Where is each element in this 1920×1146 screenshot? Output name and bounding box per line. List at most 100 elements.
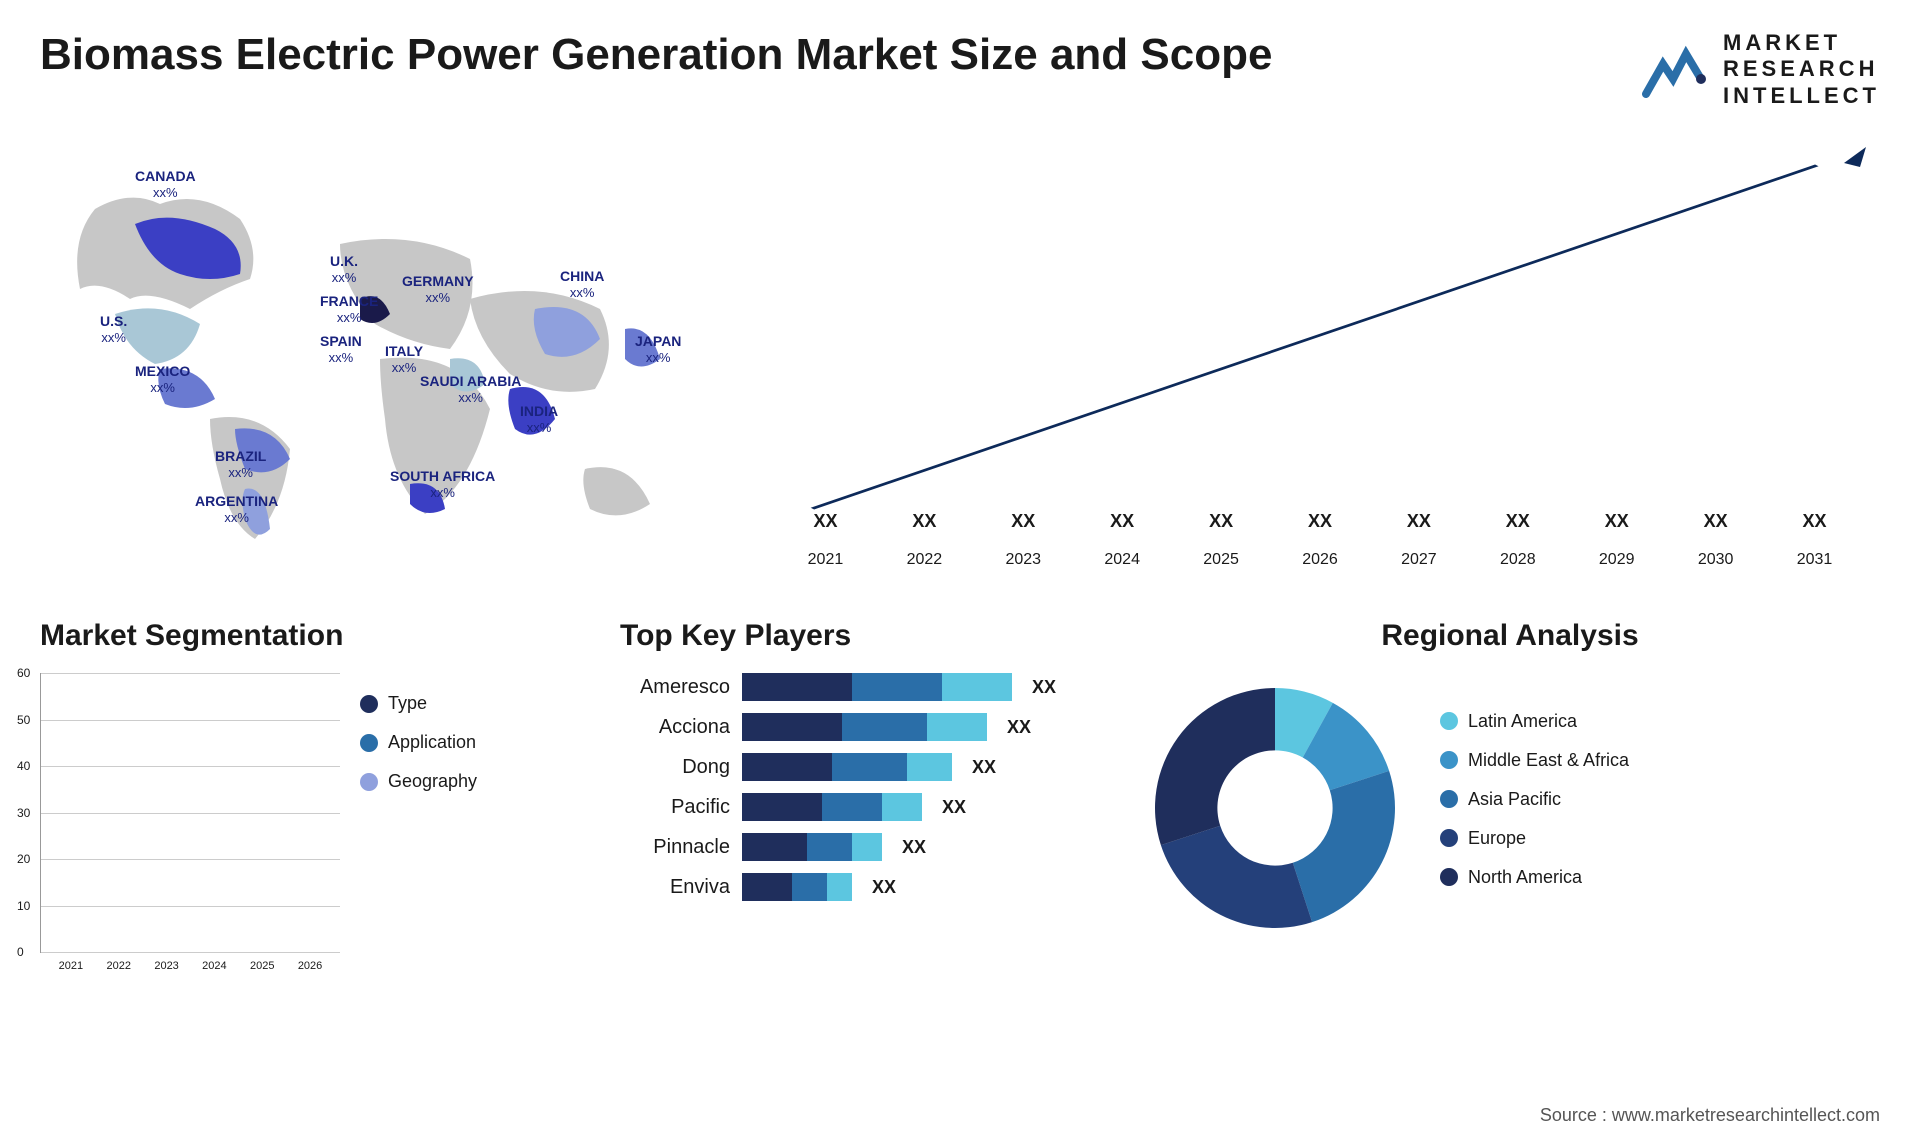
arrowhead-icon — [1842, 143, 1870, 171]
bottom-row: Market Segmentation 20212022202320242025… — [40, 619, 1880, 979]
seg-legend-item: Type — [360, 693, 580, 714]
seg-xaxis-label: 2026 — [290, 960, 330, 972]
player-bar — [742, 793, 922, 821]
legend-dot-icon — [360, 773, 378, 791]
player-row: Ameresco XX — [620, 673, 1100, 701]
map-label-canada: CANADAxx% — [135, 169, 196, 200]
legend-label: Europe — [1468, 828, 1526, 849]
regional-legend-item: North America — [1440, 867, 1880, 888]
seg-ylabel: 0 — [17, 945, 24, 959]
regional-legend-item: Middle East & Africa — [1440, 750, 1880, 771]
source-text: Source : www.marketresearchintellect.com — [1540, 1105, 1880, 1126]
donut-slice — [1293, 771, 1395, 922]
segmentation-legend: Type Application Geography — [360, 673, 580, 953]
trend-xaxis-label: 2023 — [978, 551, 1069, 569]
map-label-argentina: ARGENTINAxx% — [195, 494, 278, 525]
player-bar — [742, 673, 1012, 701]
trend-xaxis-label: 2029 — [1571, 551, 1662, 569]
page-title: Biomass Electric Power Generation Market… — [40, 30, 1272, 80]
key-players-title: Top Key Players — [620, 619, 1100, 653]
player-value: XX — [1032, 677, 1056, 698]
legend-label: Asia Pacific — [1468, 789, 1561, 810]
key-players-chart: AmerescoXXAccionaXXDongXXPacificXXPinnac… — [620, 673, 1100, 901]
player-name: Pacific — [620, 796, 730, 819]
legend-label: Middle East & Africa — [1468, 750, 1629, 771]
seg-xaxis-label: 2023 — [147, 960, 187, 972]
trend-xaxis-label: 2021 — [780, 551, 871, 569]
seg-xaxis-label: 2024 — [194, 960, 234, 972]
map-label-u-s-: U.S.xx% — [100, 314, 127, 345]
legend-dot-icon — [360, 695, 378, 713]
player-value: XX — [1007, 717, 1031, 738]
logo-line2: RESEARCH — [1723, 56, 1880, 82]
seg-legend-item: Application — [360, 732, 580, 753]
player-name: Enviva — [620, 876, 730, 899]
trend-xaxis-label: 2025 — [1176, 551, 1267, 569]
player-row: Dong XX — [620, 753, 1100, 781]
map-label-italy: ITALYxx% — [385, 344, 423, 375]
player-row: Acciona XX — [620, 713, 1100, 741]
player-value: XX — [872, 877, 896, 898]
seg-ylabel: 10 — [17, 899, 30, 913]
trend-xaxis-label: 2022 — [879, 551, 970, 569]
map-label-spain: SPAINxx% — [320, 334, 362, 365]
legend-label: North America — [1468, 867, 1582, 888]
map-label-saudi-arabia: SAUDI ARABIAxx% — [420, 374, 521, 405]
player-name: Dong — [620, 756, 730, 779]
seg-ylabel: 50 — [17, 713, 30, 727]
map-label-south-africa: SOUTH AFRICAxx% — [390, 469, 495, 500]
map-label-japan: JAPANxx% — [635, 334, 681, 365]
trend-chart: XXXXXXXXXXXXXXXXXXXXXX 20212022202320242… — [760, 139, 1880, 579]
player-value: XX — [942, 797, 966, 818]
trend-xaxis-label: 2026 — [1275, 551, 1366, 569]
legend-label: Latin America — [1468, 711, 1577, 732]
trend-xaxis-label: 2028 — [1472, 551, 1563, 569]
seg-ylabel: 60 — [17, 666, 30, 680]
trend-xaxis-label: 2027 — [1373, 551, 1464, 569]
map-label-france: FRANCExx% — [320, 294, 378, 325]
legend-dot-icon — [1440, 712, 1458, 730]
player-bar — [742, 713, 987, 741]
regional-title: Regional Analysis — [1140, 619, 1880, 653]
seg-xaxis-label: 2022 — [99, 960, 139, 972]
player-bar — [742, 753, 952, 781]
map-label-germany: GERMANYxx% — [402, 274, 474, 305]
map-label-brazil: BRAZILxx% — [215, 449, 266, 480]
regional-section: Regional Analysis Latin America Middle Ea… — [1140, 619, 1880, 979]
legend-label: Geography — [388, 771, 477, 792]
world-map-section: CANADAxx% U.S.xx% MEXICOxx% BRAZILxx% ARGENT… — [40, 139, 720, 579]
legend-dot-icon — [1440, 829, 1458, 847]
player-value: XX — [902, 837, 926, 858]
player-row: PinnacleXX — [620, 833, 1100, 861]
legend-dot-icon — [1440, 868, 1458, 886]
trend-xaxis-label: 2024 — [1077, 551, 1168, 569]
player-value: XX — [972, 757, 996, 778]
segmentation-title: Market Segmentation — [40, 619, 580, 653]
map-label-u-k-: U.K.xx% — [330, 254, 358, 285]
segmentation-chart: 202120222023202420252026 0102030405060 T… — [40, 673, 580, 953]
logo: MARKET RESEARCH INTELLECT — [1641, 30, 1880, 109]
header: Biomass Electric Power Generation Market… — [40, 30, 1880, 109]
key-players-section: Top Key Players Ameresco XX Acciona XX Dong X… — [620, 619, 1100, 979]
regional-legend: Latin America Middle East & Africa Asia Pa… — [1440, 711, 1880, 906]
map-label-mexico: MEXICOxx% — [135, 364, 190, 395]
donut-slice — [1155, 688, 1275, 845]
logo-text: MARKET RESEARCH INTELLECT — [1723, 30, 1880, 109]
legend-label: Type — [388, 693, 427, 714]
logo-line3: INTELLECT — [1723, 83, 1880, 109]
seg-ylabel: 40 — [17, 759, 30, 773]
map-label-india: INDIAxx% — [520, 404, 558, 435]
player-row: Pacific XX — [620, 793, 1100, 821]
trend-xaxis-label: 2031 — [1769, 551, 1860, 569]
regional-donut — [1140, 673, 1410, 943]
legend-dot-icon — [360, 734, 378, 752]
world-map — [40, 139, 720, 579]
player-name: Acciona — [620, 716, 730, 739]
map-label-china: CHINAxx% — [560, 269, 604, 300]
seg-legend-item: Geography — [360, 771, 580, 792]
donut-slice — [1161, 826, 1312, 928]
segmentation-section: Market Segmentation 20212022202320242025… — [40, 619, 580, 979]
player-bar — [742, 833, 882, 861]
legend-dot-icon — [1440, 790, 1458, 808]
player-name: Ameresco — [620, 676, 730, 699]
